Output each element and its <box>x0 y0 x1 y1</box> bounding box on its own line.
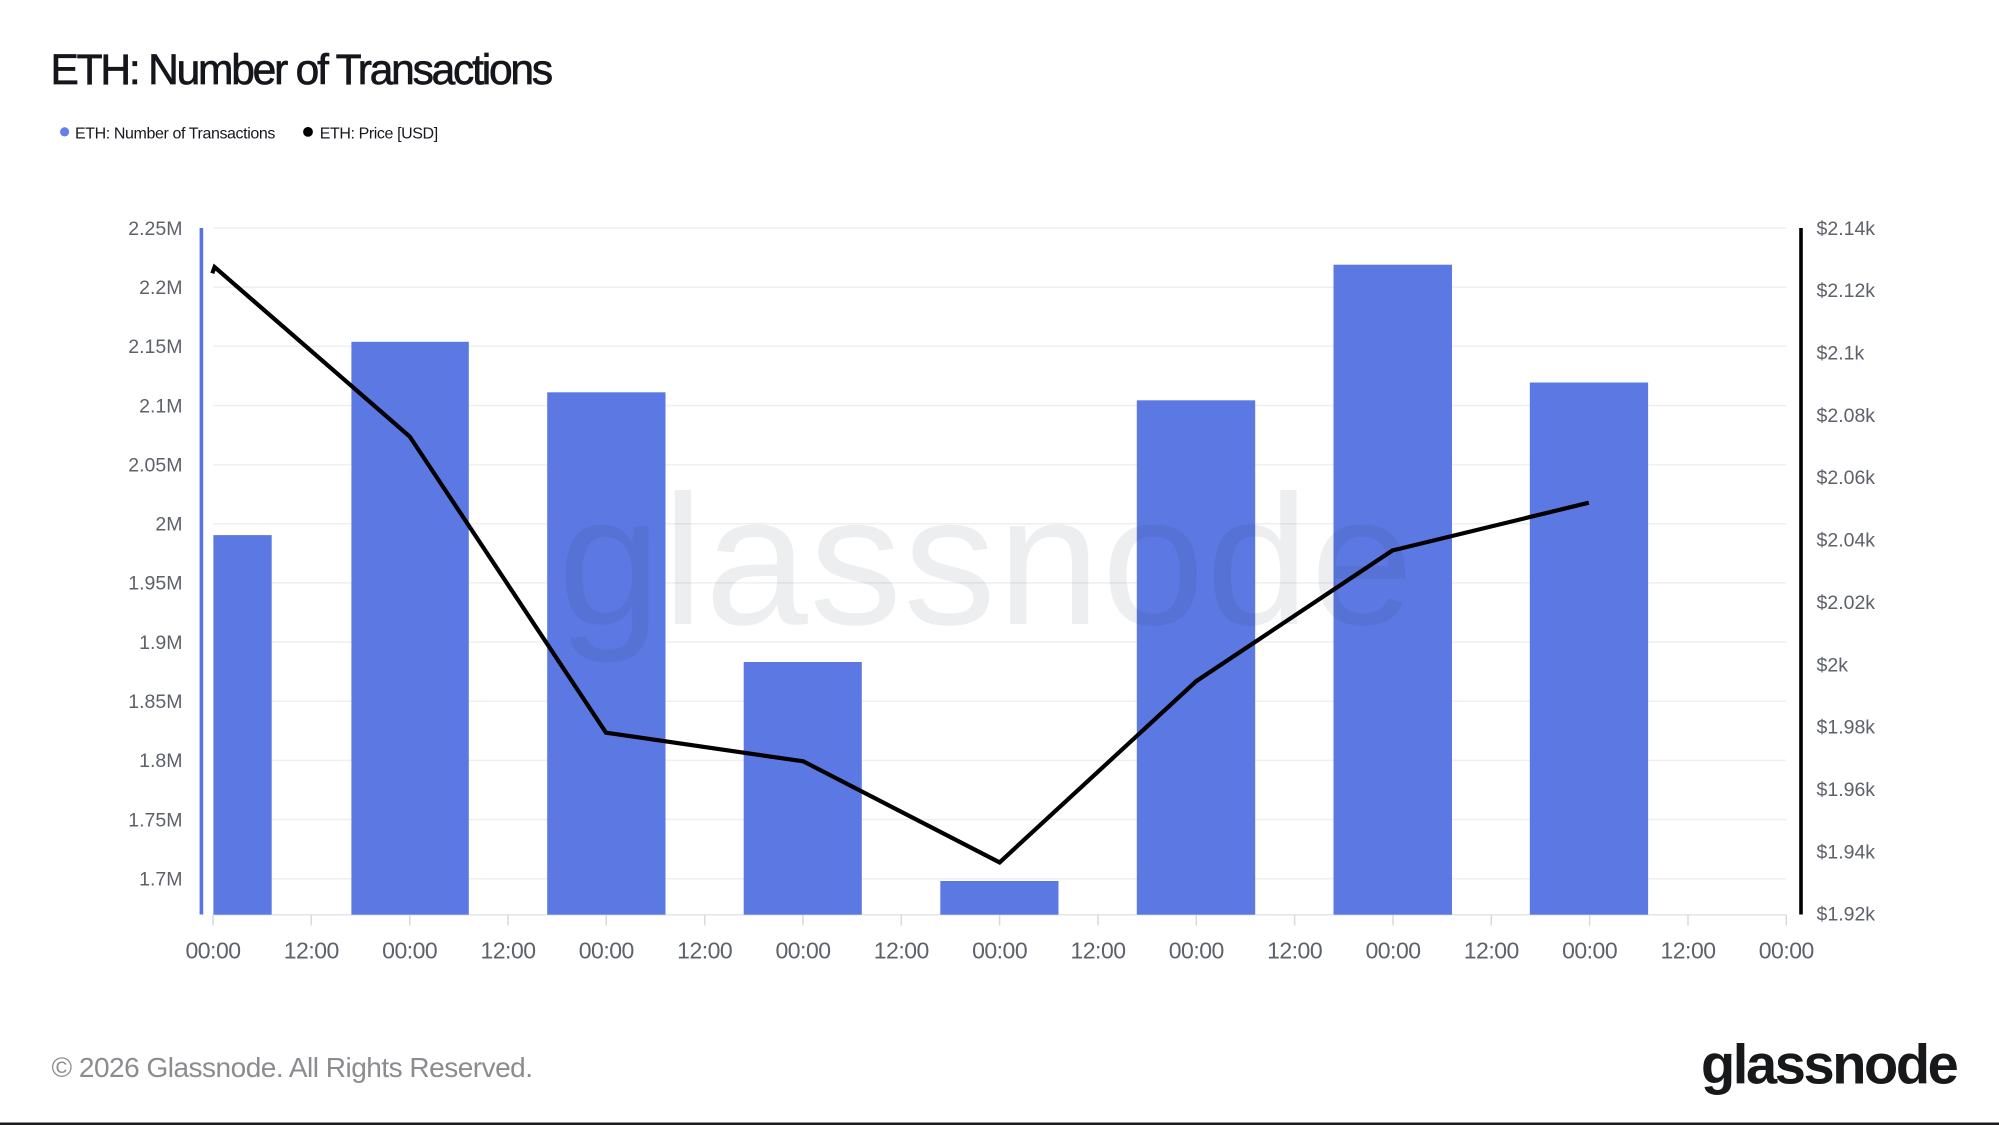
svg-text:1.75M: 1.75M <box>128 809 182 831</box>
svg-text:ETH: Price [USD]: ETH: Price [USD] <box>320 125 438 142</box>
svg-text:12:00: 12:00 <box>284 938 339 964</box>
svg-text:00:00: 00:00 <box>1562 938 1617 964</box>
svg-text:00:00: 00:00 <box>1759 938 1814 964</box>
svg-text:1.9M: 1.9M <box>139 632 182 654</box>
svg-text:12:00: 12:00 <box>1464 938 1519 964</box>
svg-text:1.7M: 1.7M <box>139 869 182 891</box>
svg-text:$2.1k: $2.1k <box>1817 343 1865 365</box>
svg-text:12:00: 12:00 <box>874 938 929 964</box>
svg-text:00:00: 00:00 <box>382 938 437 964</box>
svg-text:ETH: Number of Transactions: ETH: Number of Transactions <box>51 47 552 94</box>
svg-text:ETH: Number of Transactions: ETH: Number of Transactions <box>75 125 275 142</box>
svg-text:2.1M: 2.1M <box>139 395 182 417</box>
svg-text:00:00: 00:00 <box>1365 938 1420 964</box>
svg-text:$1.96k: $1.96k <box>1817 779 1876 801</box>
svg-text:2.15M: 2.15M <box>128 336 182 358</box>
svg-text:$2k: $2k <box>1817 654 1849 676</box>
svg-text:2.2M: 2.2M <box>139 277 182 299</box>
svg-text:1.8M: 1.8M <box>139 750 182 772</box>
svg-text:12:00: 12:00 <box>1267 938 1322 964</box>
svg-text:$2.04k: $2.04k <box>1817 530 1876 552</box>
svg-text:12:00: 12:00 <box>1660 938 1715 964</box>
svg-text:$1.94k: $1.94k <box>1817 841 1876 863</box>
svg-text:$2.08k: $2.08k <box>1817 405 1876 427</box>
svg-text:$2.06k: $2.06k <box>1817 467 1876 489</box>
svg-text:$1.92k: $1.92k <box>1817 904 1876 926</box>
svg-text:2.25M: 2.25M <box>128 218 182 240</box>
svg-text:00:00: 00:00 <box>972 938 1027 964</box>
svg-text:glassnode: glassnode <box>1701 1033 1958 1096</box>
svg-text:$1.98k: $1.98k <box>1817 717 1876 739</box>
svg-text:© 2026 Glassnode. All Rights R: © 2026 Glassnode. All Rights Reserved. <box>52 1052 533 1083</box>
svg-text:12:00: 12:00 <box>677 938 732 964</box>
svg-text:00:00: 00:00 <box>775 938 830 964</box>
svg-text:$2.02k: $2.02k <box>1817 592 1876 614</box>
svg-text:12:00: 12:00 <box>480 938 535 964</box>
svg-text:$2.14k: $2.14k <box>1817 218 1876 240</box>
svg-text:00:00: 00:00 <box>185 938 240 964</box>
svg-text:12:00: 12:00 <box>1070 938 1125 964</box>
svg-text:glassnode: glassnode <box>558 458 1415 664</box>
svg-text:1.95M: 1.95M <box>128 573 182 595</box>
svg-text:$2.12k: $2.12k <box>1817 280 1876 302</box>
svg-text:00:00: 00:00 <box>1169 938 1224 964</box>
svg-text:1.85M: 1.85M <box>128 691 182 713</box>
svg-text:2M: 2M <box>155 514 182 536</box>
svg-text:00:00: 00:00 <box>579 938 634 964</box>
svg-text:2.05M: 2.05M <box>128 454 182 476</box>
